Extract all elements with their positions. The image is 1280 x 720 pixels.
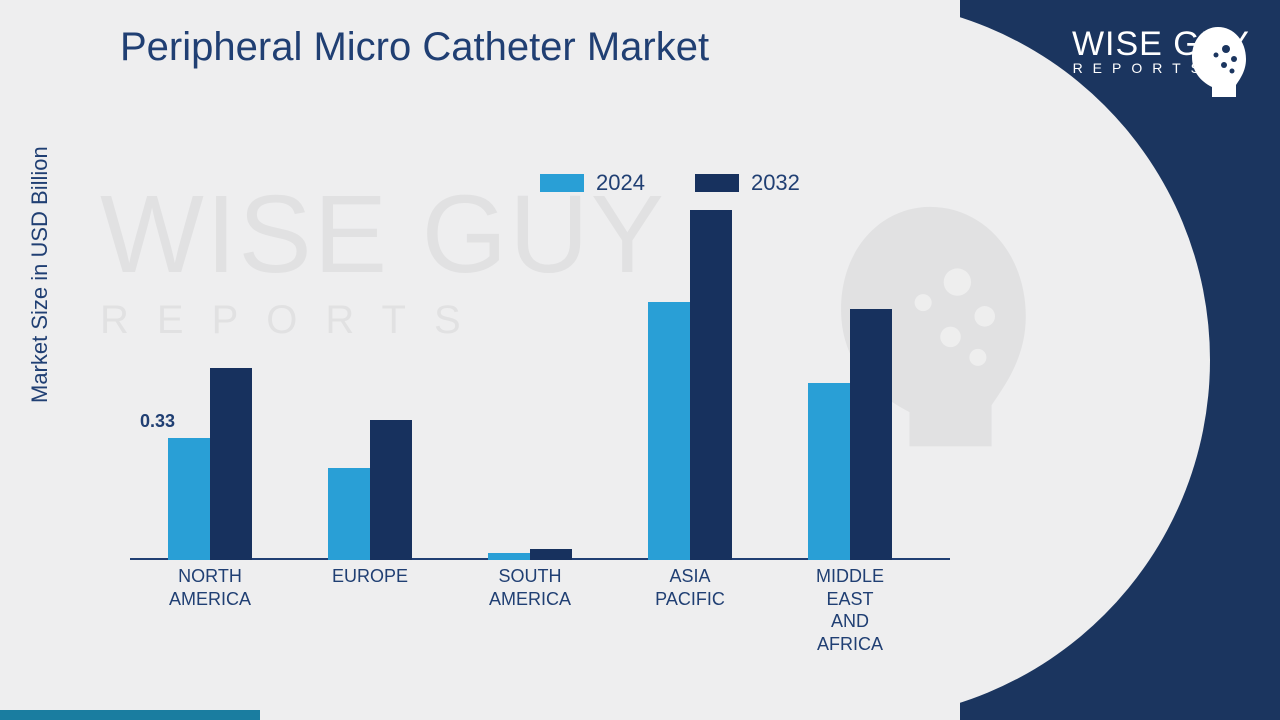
legend-label-2024: 2024 — [596, 170, 645, 196]
bar-group — [460, 549, 600, 560]
category-label: NORTHAMERICA — [140, 565, 280, 610]
legend-label-2032: 2032 — [751, 170, 800, 196]
plot-area: 0.33 — [130, 210, 950, 560]
category-label: ASIAPACIFIC — [620, 565, 760, 610]
y-axis-label: Market Size in USD Billion — [27, 146, 53, 403]
bar-2032 — [690, 210, 732, 560]
legend-swatch-2024 — [540, 174, 584, 192]
bar-2032 — [210, 368, 252, 560]
bar-2024 — [808, 383, 850, 560]
bar-2024 — [328, 468, 370, 560]
bar-2032 — [850, 309, 892, 560]
chart-title: Peripheral Micro Catheter Market — [120, 25, 709, 70]
bar-group — [620, 210, 760, 560]
bar-2024 — [168, 438, 210, 560]
value-label: 0.33 — [140, 411, 175, 432]
brand-logo: WISE GUY REPORTS — [1072, 25, 1250, 76]
legend-swatch-2032 — [695, 174, 739, 192]
legend: 2024 2032 — [540, 170, 800, 196]
bar-group — [780, 309, 920, 560]
bar-2032 — [530, 549, 572, 560]
accent-bar — [0, 710, 260, 720]
category-label: EUROPE — [300, 565, 440, 588]
category-label: MIDDLEEASTANDAFRICA — [780, 565, 920, 655]
category-label: SOUTHAMERICA — [460, 565, 600, 610]
bar-group — [300, 420, 440, 560]
page: Peripheral Micro Catheter Market WISE GU… — [0, 0, 1280, 720]
head-icon — [1186, 25, 1250, 101]
bar-2024 — [488, 553, 530, 560]
legend-item-2024: 2024 — [540, 170, 645, 196]
bar-group — [140, 368, 280, 560]
bar-2032 — [370, 420, 412, 560]
legend-item-2032: 2032 — [695, 170, 800, 196]
bar-2024 — [648, 302, 690, 560]
